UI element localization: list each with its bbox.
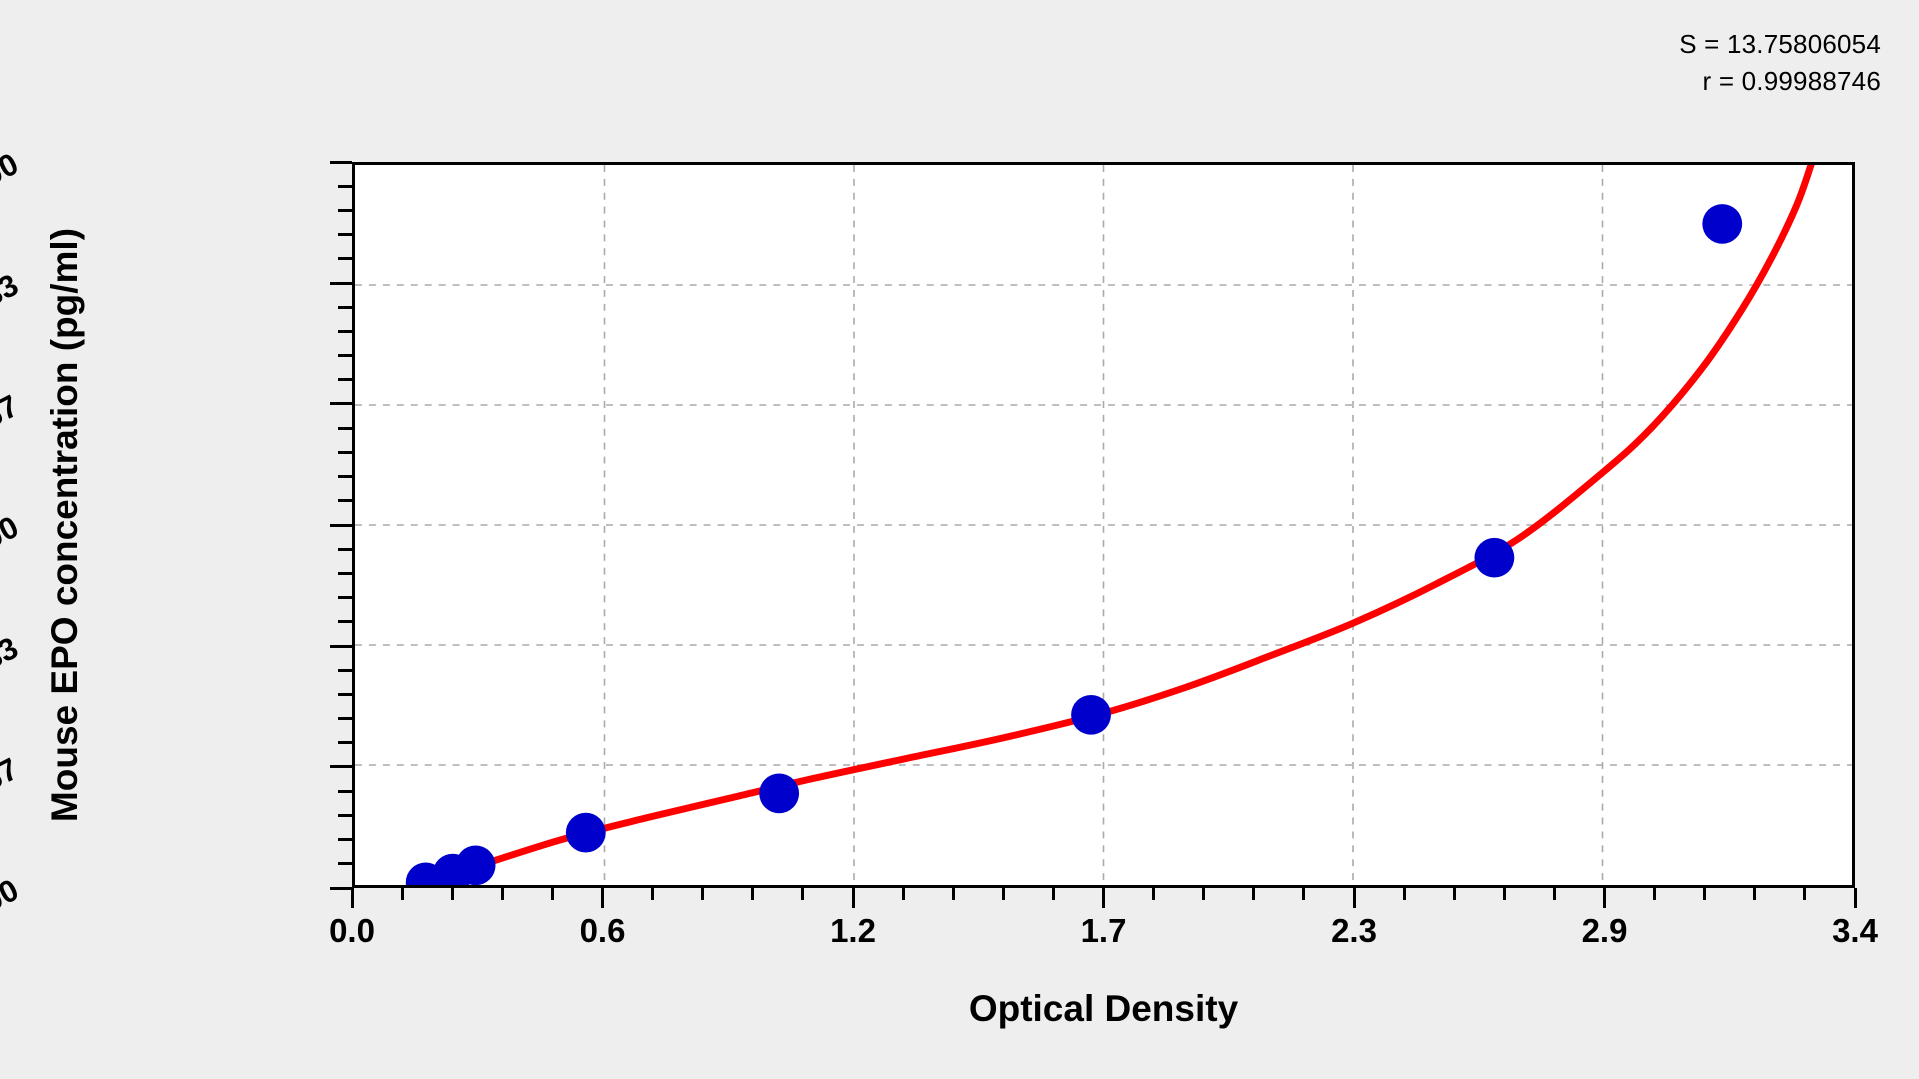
x-tick-minor — [651, 888, 655, 900]
x-tick-minor — [701, 888, 705, 900]
fit-curve-path — [413, 165, 1815, 885]
y-tick-label: 1466.67 — [0, 387, 24, 471]
y-tick-label: 366.67 — [0, 750, 24, 826]
x-tick-minor — [1152, 888, 1156, 900]
x-tick-minor — [1803, 888, 1807, 900]
stat-s-value: S = 13.75806054 — [1679, 29, 1881, 59]
x-tick-minor — [1753, 888, 1757, 900]
x-axis-title: Optical Density — [968, 988, 1239, 1029]
x-tick-minor — [951, 888, 955, 900]
plot-area — [352, 162, 1855, 888]
x-tick-minor — [1402, 888, 1406, 900]
data-point — [1071, 694, 1111, 735]
x-tick-major — [1603, 888, 1606, 908]
x-tick-label: 0.0 — [329, 912, 375, 949]
x-tick-minor — [1502, 888, 1506, 900]
x-tick-minor — [1252, 888, 1256, 900]
data-points — [405, 204, 1743, 885]
x-tick-minor — [901, 888, 905, 900]
x-tick-label: 1.7 — [1080, 912, 1127, 949]
stats-annotation: S = 13.75806054 r = 0.99988746 — [1679, 26, 1881, 100]
data-point — [455, 845, 496, 885]
x-tick-major — [1853, 888, 1857, 908]
x-tick-label: 1.2 — [830, 912, 876, 949]
data-point — [1474, 537, 1515, 578]
y-tick-label: 0.00 — [0, 871, 24, 931]
x-tick-label: 2.3 — [1331, 912, 1377, 949]
x-tick-major — [851, 888, 855, 908]
x-tick-minor — [1202, 888, 1206, 900]
x-tick-minor — [801, 888, 805, 900]
grid-lines — [355, 165, 1852, 885]
data-point — [565, 812, 606, 853]
x-tick-minor — [400, 888, 404, 900]
x-tick-minor — [1552, 888, 1556, 900]
x-tick-label: 2.9 — [1581, 912, 1628, 949]
y-tick-label: 1833.33 — [0, 266, 24, 350]
y-tick-label: 733.33 — [0, 629, 24, 705]
y-tick-label: 2200.00 — [0, 145, 24, 229]
x-axis-tick-labels: 0.0 0.6 1.2 1.7 2.3 2.9 3.4 — [329, 912, 1878, 956]
x-tick-minor — [550, 888, 554, 900]
x-tick-minor — [1452, 888, 1456, 900]
x-tick-label: 0.6 — [579, 912, 626, 949]
y-tick-label: 1100.00 — [0, 508, 24, 591]
x-tick-minor — [1051, 888, 1055, 900]
x-tick-major — [1102, 888, 1105, 908]
fit-curve — [413, 165, 1815, 885]
x-tick-minor — [500, 888, 504, 900]
stat-r-value: r = 0.99988746 — [1702, 65, 1881, 96]
x-axis-ticks — [350, 888, 1857, 910]
x-tick-minor — [1653, 888, 1657, 900]
data-point — [1702, 204, 1743, 244]
x-tick-major — [601, 888, 604, 908]
x-tick-minor — [1001, 888, 1005, 900]
x-tick-minor — [1703, 888, 1707, 900]
x-tick-minor — [1302, 888, 1306, 900]
y-axis-title: Mouse EPO concentration (pg/ml) — [44, 227, 85, 823]
x-tick-minor — [450, 888, 454, 900]
x-tick-label: 3.4 — [1832, 912, 1878, 949]
x-tick-minor — [751, 888, 755, 900]
x-tick-major — [1352, 888, 1356, 908]
data-point — [759, 773, 800, 814]
